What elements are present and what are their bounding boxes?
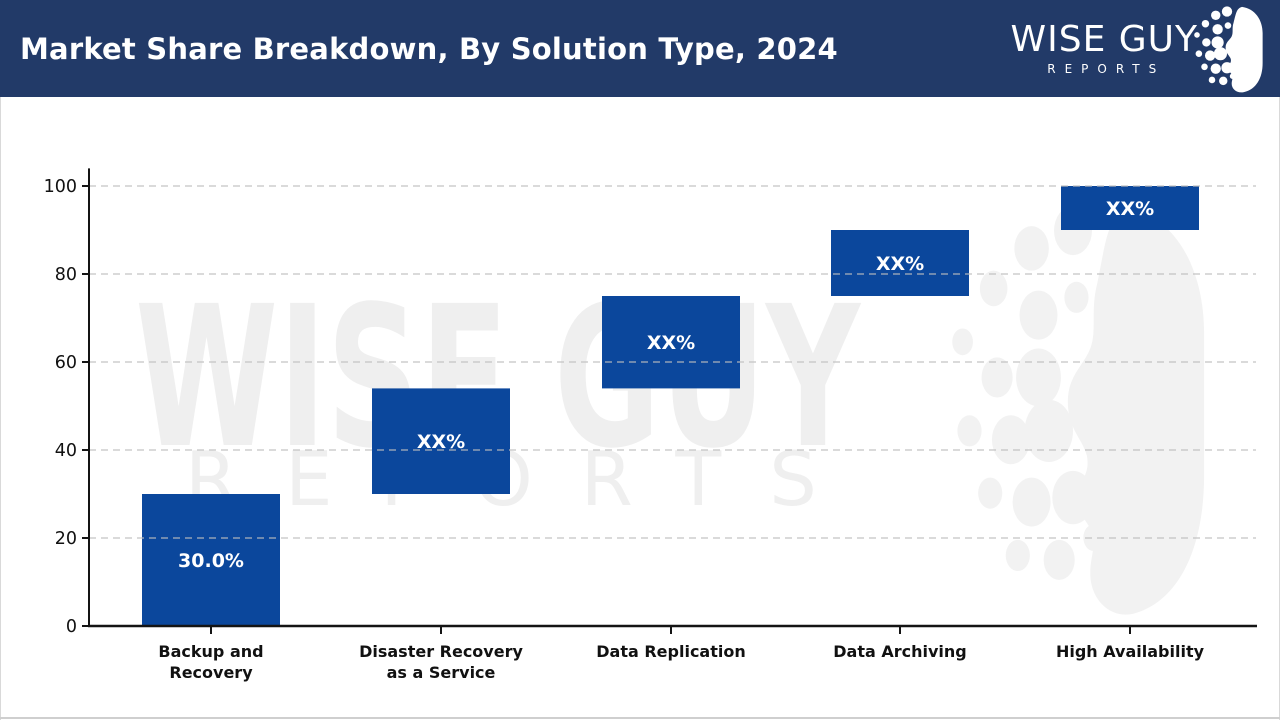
bar: [372, 388, 510, 494]
y-tick-label: 80: [55, 265, 77, 285]
logo-subtitle: REPORTS: [1047, 62, 1166, 76]
y-tick-label: 100: [44, 177, 77, 197]
bottom-border: [0, 717, 1280, 719]
y-tick-label: 40: [55, 441, 77, 461]
watermark-line2: REPORTS: [185, 435, 865, 523]
bar: [602, 296, 740, 389]
y-tick-label: 60: [55, 353, 77, 373]
bar-value-label: XX%: [1106, 198, 1154, 220]
category-label: High Availability: [1056, 642, 1205, 661]
category-label: Backup and Recovery: [158, 642, 263, 682]
logo-wordmark: WISE GUY: [1010, 19, 1198, 60]
page-title: Market Share Breakdown, By Solution Type…: [20, 31, 838, 66]
wise-guy-logo: WISE GUY REPORTS: [1011, 4, 1271, 94]
bar-value-label: XX%: [876, 253, 924, 275]
y-tick-label: 20: [55, 529, 77, 549]
left-border: [0, 97, 1, 720]
category-label: Data Archiving: [833, 642, 966, 661]
bar: [831, 230, 969, 296]
bar: [142, 494, 280, 626]
category-label: Data Replication: [596, 642, 745, 661]
head-profile-dots-icon: [1194, 6, 1263, 93]
y-tick-label: 0: [66, 617, 77, 637]
bar-value-label: XX%: [647, 332, 695, 354]
bar-value-label: 30.0%: [178, 550, 244, 572]
bar-value-label: XX%: [417, 431, 465, 453]
bar: [1061, 186, 1199, 230]
watermark-head-icon: [952, 206, 1205, 615]
category-label: Disaster Recovery as a Service: [359, 642, 523, 682]
title-bar: Market Share Breakdown, By Solution Type…: [0, 0, 1280, 97]
